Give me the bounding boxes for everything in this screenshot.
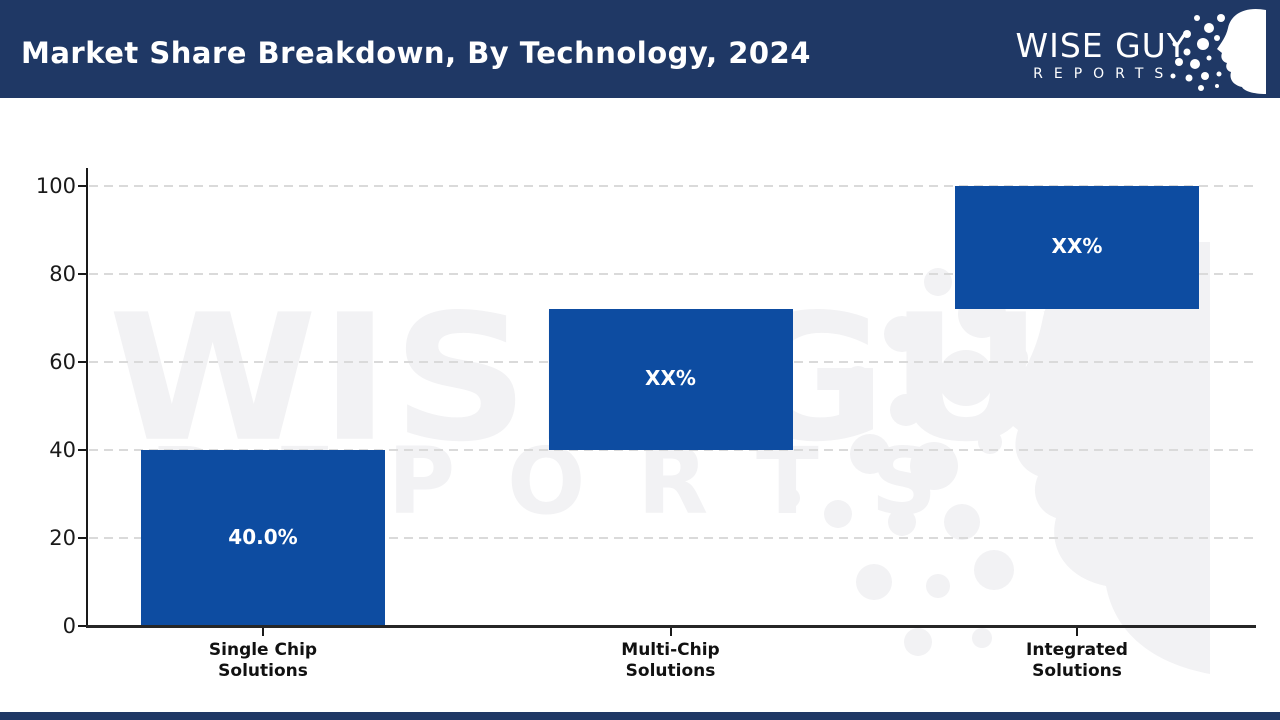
gridline-20 bbox=[89, 536, 1255, 539]
y-tick-label-100: 100 bbox=[35, 173, 76, 198]
x-axis-label-1: Multi-Chip Solutions bbox=[551, 640, 791, 681]
x-axis-label-0: Single Chip Solutions bbox=[143, 640, 383, 681]
logo-face-icon bbox=[1170, 9, 1266, 94]
y-tick-60 bbox=[78, 360, 87, 363]
y-tick-label-40: 40 bbox=[49, 437, 76, 462]
chart-title: Market Share Breakdown, By Technology, 2… bbox=[21, 36, 811, 70]
y-tick-label-0: 0 bbox=[62, 614, 76, 638]
x-tick-2 bbox=[1076, 628, 1078, 636]
x-axis-label-line2: Solutions bbox=[218, 660, 308, 681]
x-axis-label-line2: Solutions bbox=[625, 660, 716, 681]
x-axis-label-line1: Integrated bbox=[1026, 640, 1128, 660]
y-tick-80 bbox=[78, 272, 87, 275]
x-axis-line bbox=[86, 625, 1256, 628]
y-tick-label-20: 20 bbox=[49, 525, 76, 550]
x-tick-1 bbox=[669, 628, 672, 636]
x-axis-label-2: Integrated Solutions bbox=[957, 640, 1197, 681]
gridline-100 bbox=[89, 184, 1255, 187]
x-axis-label-line1: Single Chip bbox=[208, 640, 318, 660]
bar-value-label-2: XX% bbox=[1051, 234, 1103, 259]
y-tick-40 bbox=[78, 448, 87, 451]
y-axis-line bbox=[86, 168, 88, 627]
gridline-80 bbox=[89, 272, 1255, 275]
logo-text: WISE GUY REPORTS bbox=[1015, 26, 1188, 82]
y-tick-100 bbox=[78, 184, 87, 187]
y-tick-label-60: 60 bbox=[49, 349, 76, 374]
x-axis-label-line2: Solutions bbox=[1032, 660, 1122, 681]
footer-banner bbox=[0, 712, 1280, 720]
gridline-40 bbox=[89, 448, 1255, 451]
y-tick-0 bbox=[78, 625, 87, 627]
bar-value-label-1: XX% bbox=[645, 366, 696, 391]
wise-guy-logo: WISE GUY REPORTS bbox=[1004, 6, 1266, 94]
header-banner: Market Share Breakdown, By Technology, 2… bbox=[0, 0, 1280, 98]
x-tick-0 bbox=[262, 628, 264, 636]
bar-value-label-0: 40.0% bbox=[228, 524, 298, 549]
bar-1: XX% bbox=[548, 308, 793, 450]
logo-wordmark: WISE GUY bbox=[1015, 26, 1188, 65]
bar-2: XX% bbox=[955, 185, 1199, 309]
y-tick-label-80: 80 bbox=[49, 261, 76, 286]
y-tick-20 bbox=[78, 536, 87, 539]
x-axis-label-line1: Multi-Chip bbox=[621, 640, 720, 660]
bar-0: 40.0% bbox=[141, 449, 385, 626]
logo-reports-text: REPORTS bbox=[1033, 66, 1175, 82]
